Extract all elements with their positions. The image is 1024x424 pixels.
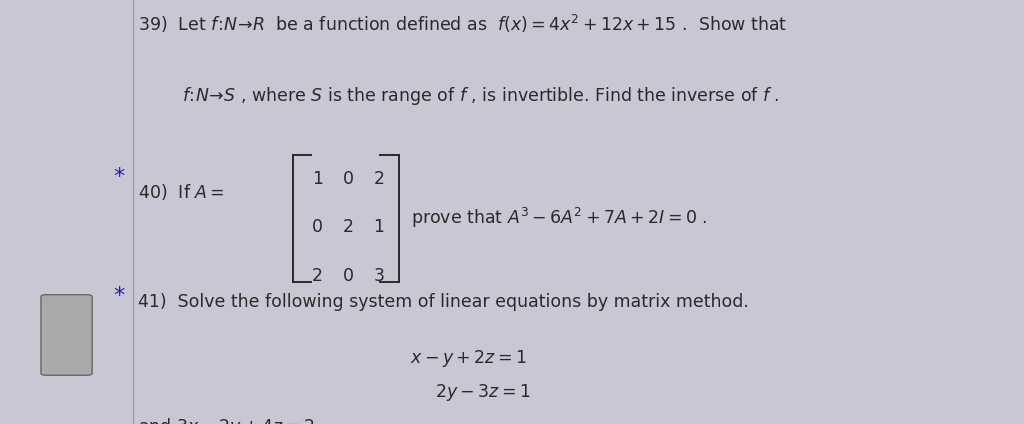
FancyBboxPatch shape	[0, 0, 133, 424]
Text: 3: 3	[374, 267, 384, 285]
Text: 2: 2	[312, 267, 323, 285]
Text: 41)  Solve the following system of linear equations by matrix method.: 41) Solve the following system of linear…	[138, 293, 750, 310]
Text: 0: 0	[343, 267, 353, 285]
Text: $x-y+2z=1$: $x-y+2z=1$	[410, 348, 526, 369]
Text: 1: 1	[312, 170, 323, 187]
Text: $*$: $*$	[113, 165, 125, 185]
FancyBboxPatch shape	[41, 295, 92, 375]
Text: 39)  Let $f\!:\!N\!\rightarrow\!R$  be a function defined as  $f(x)=4x^2+12x+15$: 39) Let $f\!:\!N\!\rightarrow\!R$ be a f…	[138, 13, 787, 35]
Text: 40)  If $A=$: 40) If $A=$	[138, 182, 225, 202]
Text: 0: 0	[312, 218, 323, 236]
Text: and $3x-2y+4z=2$ .: and $3x-2y+4z=2$ .	[138, 416, 326, 424]
Text: $f\!:\!N\!\rightarrow\!S$ , where $S$ is the range of $f$ , is invertible. Find : $f\!:\!N\!\rightarrow\!S$ , where $S$ is…	[138, 85, 780, 107]
Text: 2: 2	[343, 218, 353, 236]
Text: prove that $A^3-6A^2+7A+2I=0$ .: prove that $A^3-6A^2+7A+2I=0$ .	[412, 206, 708, 230]
Text: $2y-3z=1$: $2y-3z=1$	[435, 382, 530, 403]
Text: $*$: $*$	[113, 284, 125, 304]
Text: 2: 2	[374, 170, 384, 187]
Text: 1: 1	[374, 218, 384, 236]
Text: 0: 0	[343, 170, 353, 187]
